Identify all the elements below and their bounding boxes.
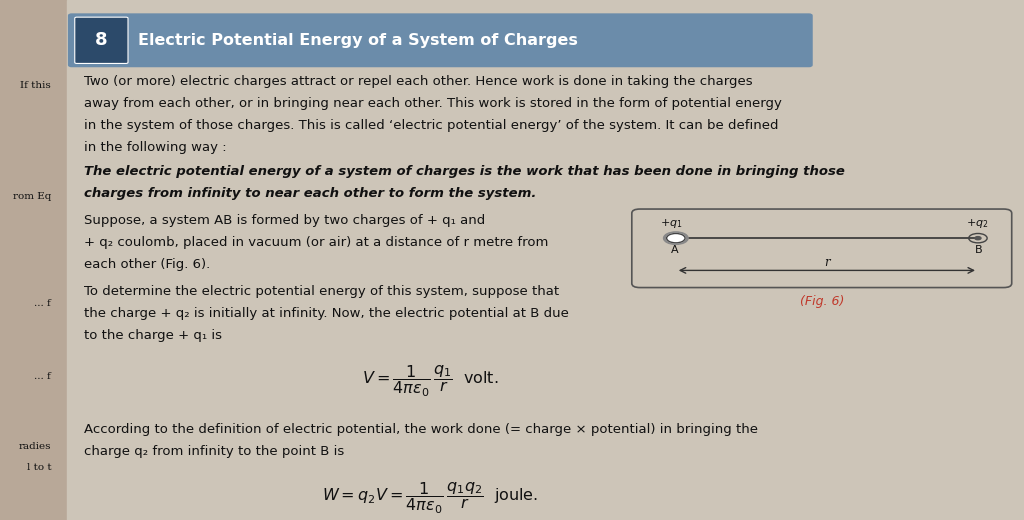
Text: to the charge + q₁ is: to the charge + q₁ is bbox=[84, 329, 222, 342]
Text: in the following way :: in the following way : bbox=[84, 141, 226, 154]
Text: ... f: ... f bbox=[35, 299, 51, 308]
Text: (Fig. 6): (Fig. 6) bbox=[800, 295, 844, 308]
Text: r: r bbox=[824, 256, 829, 269]
Circle shape bbox=[667, 233, 685, 243]
Text: Suppose, a system AB is formed by two charges of + q₁ and: Suppose, a system AB is formed by two ch… bbox=[84, 214, 485, 227]
Text: A: A bbox=[671, 245, 678, 255]
Text: l to t: l to t bbox=[27, 463, 51, 472]
Text: If this: If this bbox=[20, 81, 51, 89]
Text: $W = q_2 V = \dfrac{1}{4\pi\varepsilon_0}\,\dfrac{q_1 q_2}{r}$  joule.: $W = q_2 V = \dfrac{1}{4\pi\varepsilon_0… bbox=[322, 480, 539, 516]
FancyBboxPatch shape bbox=[69, 14, 812, 67]
Text: The electric potential energy of a system of charges is the work that has been d: The electric potential energy of a syste… bbox=[84, 165, 845, 178]
Text: To determine the electric potential energy of this system, suppose that: To determine the electric potential ener… bbox=[84, 285, 559, 298]
Text: ... f: ... f bbox=[35, 372, 51, 381]
Text: charge q₂ from infinity to the point B is: charge q₂ from infinity to the point B i… bbox=[84, 445, 344, 458]
Text: away from each other, or in bringing near each other. This work is stored in the: away from each other, or in bringing nea… bbox=[84, 97, 782, 110]
Text: Electric Potential Energy of a System of Charges: Electric Potential Energy of a System of… bbox=[138, 33, 579, 48]
Circle shape bbox=[664, 232, 688, 244]
Text: B: B bbox=[975, 245, 982, 255]
Text: the charge + q₂ is initially at infinity. Now, the electric potential at B due: the charge + q₂ is initially at infinity… bbox=[84, 307, 569, 320]
Text: each other (Fig. 6).: each other (Fig. 6). bbox=[84, 258, 210, 271]
Text: rom Eq: rom Eq bbox=[13, 192, 51, 201]
Circle shape bbox=[975, 237, 981, 240]
Text: According to the definition of electric potential, the work done (= charge × pot: According to the definition of electric … bbox=[84, 423, 758, 436]
FancyBboxPatch shape bbox=[632, 209, 1012, 288]
Text: Two (or more) electric charges attract or repel each other. Hence work is done i: Two (or more) electric charges attract o… bbox=[84, 75, 753, 88]
Text: + q₂ coulomb, placed in vacuum (or air) at a distance of r metre from: + q₂ coulomb, placed in vacuum (or air) … bbox=[84, 236, 548, 249]
FancyBboxPatch shape bbox=[75, 17, 128, 63]
Text: $+q_1$: $+q_1$ bbox=[660, 217, 683, 230]
Text: $V = \dfrac{1}{4\pi\varepsilon_0}\,\dfrac{q_1}{r}$  volt.: $V = \dfrac{1}{4\pi\varepsilon_0}\,\dfra… bbox=[361, 363, 499, 399]
Text: 8: 8 bbox=[95, 31, 108, 49]
Bar bbox=[0, 0, 67, 520]
Text: radies: radies bbox=[18, 442, 51, 451]
Text: charges from infinity to near each other to form the system.: charges from infinity to near each other… bbox=[84, 187, 537, 200]
Text: in the system of those charges. This is called ‘electric potential energy’ of th: in the system of those charges. This is … bbox=[84, 119, 778, 132]
Text: $+q_2$: $+q_2$ bbox=[966, 217, 988, 230]
